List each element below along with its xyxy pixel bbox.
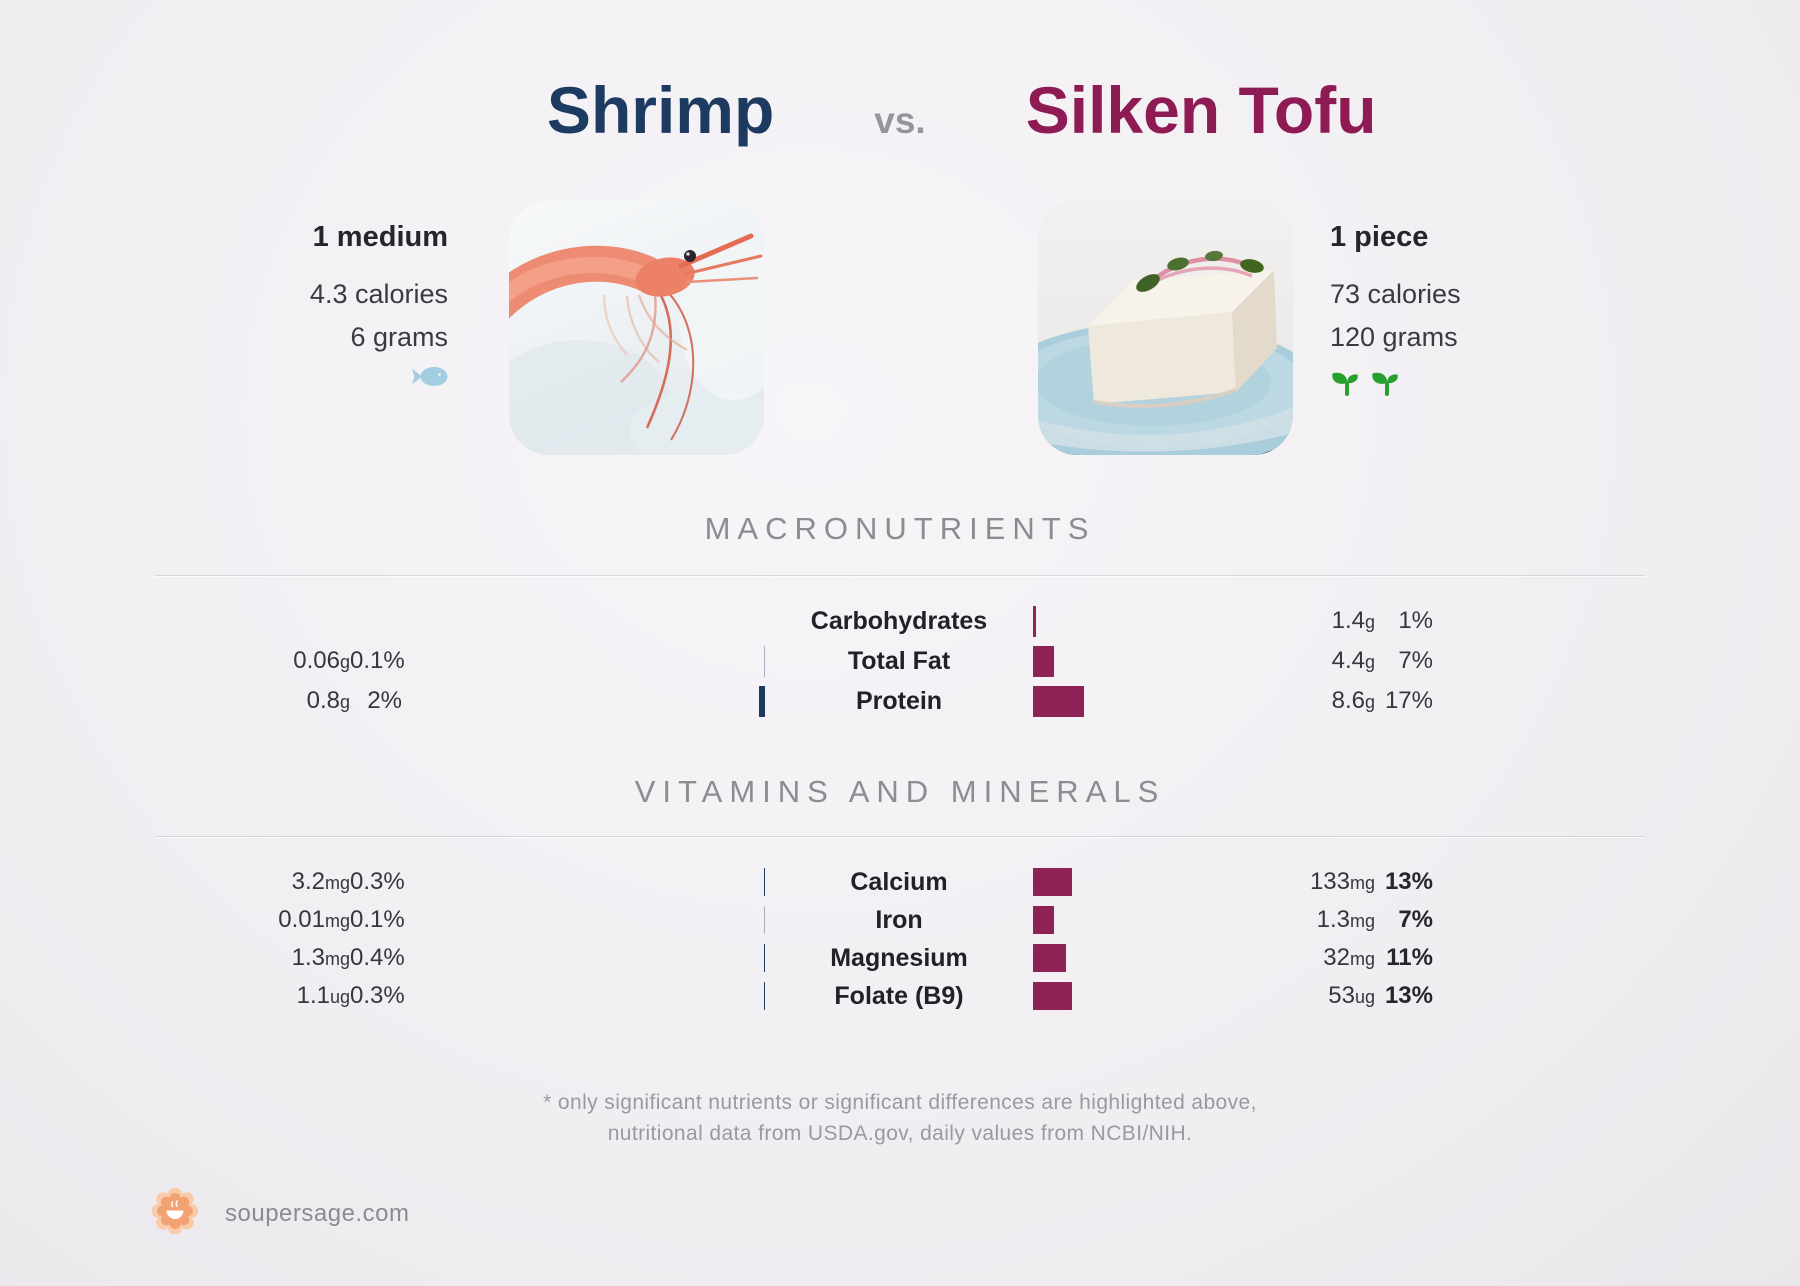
shrimp-bar: [759, 685, 765, 717]
nutrient-label: Magnesium: [830, 943, 968, 972]
tofu-photo: [1038, 200, 1293, 455]
tofu-dv-pct: 7%: [1398, 906, 1433, 933]
vitamins-heading: VITAMINS AND MINERALS: [634, 774, 1166, 809]
shrimp-dv-pct: 0.3%: [350, 868, 405, 895]
tofu-amount: 1.4g: [1331, 607, 1375, 634]
shrimp-bar: [763, 645, 765, 677]
shrimp-photo: [509, 200, 764, 455]
tofu-dv-pct: 1%: [1398, 607, 1433, 634]
row-iron: 0.01mg 0.1% Iron 1.3mg 7%: [0, 901, 1800, 939]
shrimp-bar: [763, 944, 765, 972]
nutrient-label: Calcium: [850, 867, 948, 896]
shrimp-amount: 3.2mg: [291, 868, 350, 895]
tofu-amount: 133mg: [1309, 868, 1375, 895]
tofu-amount: 4.4g: [1331, 647, 1375, 674]
food-a-calories: 4.3 calories: [309, 279, 448, 309]
divider: [155, 836, 1645, 838]
macronutrients-table: Carbohydrates 1.4g 1% 0.06g 0.1% Total F…: [0, 601, 1800, 721]
soupersage-logo-icon: [151, 1187, 199, 1239]
brand-row: soupersage.com: [151, 1187, 410, 1239]
food-b-title: Silken Tofu: [1025, 73, 1377, 147]
tofu-bar: [1033, 906, 1054, 934]
row-magnesium: 1.3mg 0.4% Magnesium 32mg 11%: [0, 939, 1800, 977]
food-a-serving-size: 1 medium: [312, 221, 448, 253]
vitamins-table: 3.2mg 0.3% Calcium 133mg 13% 0.01mg 0.1%…: [0, 863, 1800, 1015]
tofu-bar: [1033, 944, 1066, 972]
food-b-calories: 73 calories: [1330, 279, 1461, 309]
footnote-line-1: * only significant nutrients or signific…: [543, 1091, 1257, 1114]
food-b-weight: 120 grams: [1330, 322, 1458, 352]
row-protein: 0.8g 2% Protein 8.6g 17%: [0, 681, 1800, 721]
tofu-amount: 1.3mg: [1316, 906, 1375, 933]
brand-site: soupersage.com: [225, 1199, 410, 1227]
food-b-serving-size: 1 piece: [1330, 221, 1429, 253]
tofu-amount: 8.6g: [1331, 687, 1375, 714]
tofu-bar: [1033, 982, 1072, 1010]
tofu-amount: 32mg: [1323, 944, 1375, 971]
fish-icon: [118, 365, 448, 393]
shrimp-bar: [763, 906, 765, 934]
tofu-bar: [1033, 645, 1054, 677]
tofu-amount: 53ug: [1328, 982, 1375, 1009]
tofu-bar: [1033, 605, 1036, 637]
shrimp-amount: 0.06g: [293, 647, 350, 674]
nutrient-label: Protein: [855, 686, 943, 715]
nutrient-label: Total Fat: [847, 646, 951, 675]
shrimp-dv-pct: 0.1%: [350, 906, 405, 933]
tofu-dv-pct: 17%: [1384, 687, 1433, 714]
food-b-serving-info: 1 piece 73 calories 120 grams: [1330, 221, 1660, 404]
seedling-icons: [1330, 365, 1660, 404]
shrimp-dv-pct: 0.4%: [350, 944, 405, 971]
tofu-bar: [1033, 685, 1084, 717]
shrimp-amount: 0.8g: [306, 687, 350, 714]
tofu-dv-pct: 13%: [1384, 982, 1433, 1009]
nutrient-label: Iron: [875, 905, 923, 934]
vs-label: vs.: [874, 100, 926, 141]
food-a-serving-info: 1 medium 4.3 calories 6 grams: [118, 221, 448, 393]
tofu-bar: [1033, 868, 1072, 896]
shrimp-amount: 0.01mg: [278, 906, 350, 933]
shrimp-bar: [763, 868, 765, 896]
footnote: * only significant nutrients or signific…: [0, 1087, 1800, 1149]
nutrient-label: Folate (B9): [834, 981, 964, 1010]
row-folate-b9: 1.1ug 0.3% Folate (B9) 53ug 13%: [0, 977, 1800, 1015]
shrimp-amount: 1.3mg: [291, 944, 350, 971]
row-calcium: 3.2mg 0.3% Calcium 133mg 13%: [0, 863, 1800, 901]
shrimp-amount: 1.1ug: [296, 982, 350, 1009]
nutrient-label: Carbohydrates: [810, 606, 988, 635]
title-row: Shrimp vs. Silken Tofu: [0, 72, 1800, 148]
row-total-fat: 0.06g 0.1% Total Fat 4.4g 7%: [0, 641, 1800, 681]
divider: [155, 575, 1645, 577]
shrimp-dv-pct: 2%: [367, 687, 402, 714]
footnote-line-2: nutritional data from USDA.gov, daily va…: [607, 1122, 1193, 1145]
food-a-title: Shrimp: [546, 73, 775, 147]
tofu-dv-pct: 13%: [1384, 868, 1433, 895]
shrimp-dv-pct: 0.3%: [350, 982, 405, 1009]
food-a-weight: 6 grams: [350, 322, 448, 352]
row-carbohydrates: Carbohydrates 1.4g 1%: [0, 601, 1800, 641]
tofu-dv-pct: 11%: [1386, 944, 1433, 971]
shrimp-dv-pct: 0.1%: [350, 647, 405, 674]
macronutrients-heading: MACRONUTRIENTS: [704, 511, 1096, 546]
tofu-dv-pct: 7%: [1398, 647, 1433, 674]
shrimp-bar: [763, 982, 765, 1010]
